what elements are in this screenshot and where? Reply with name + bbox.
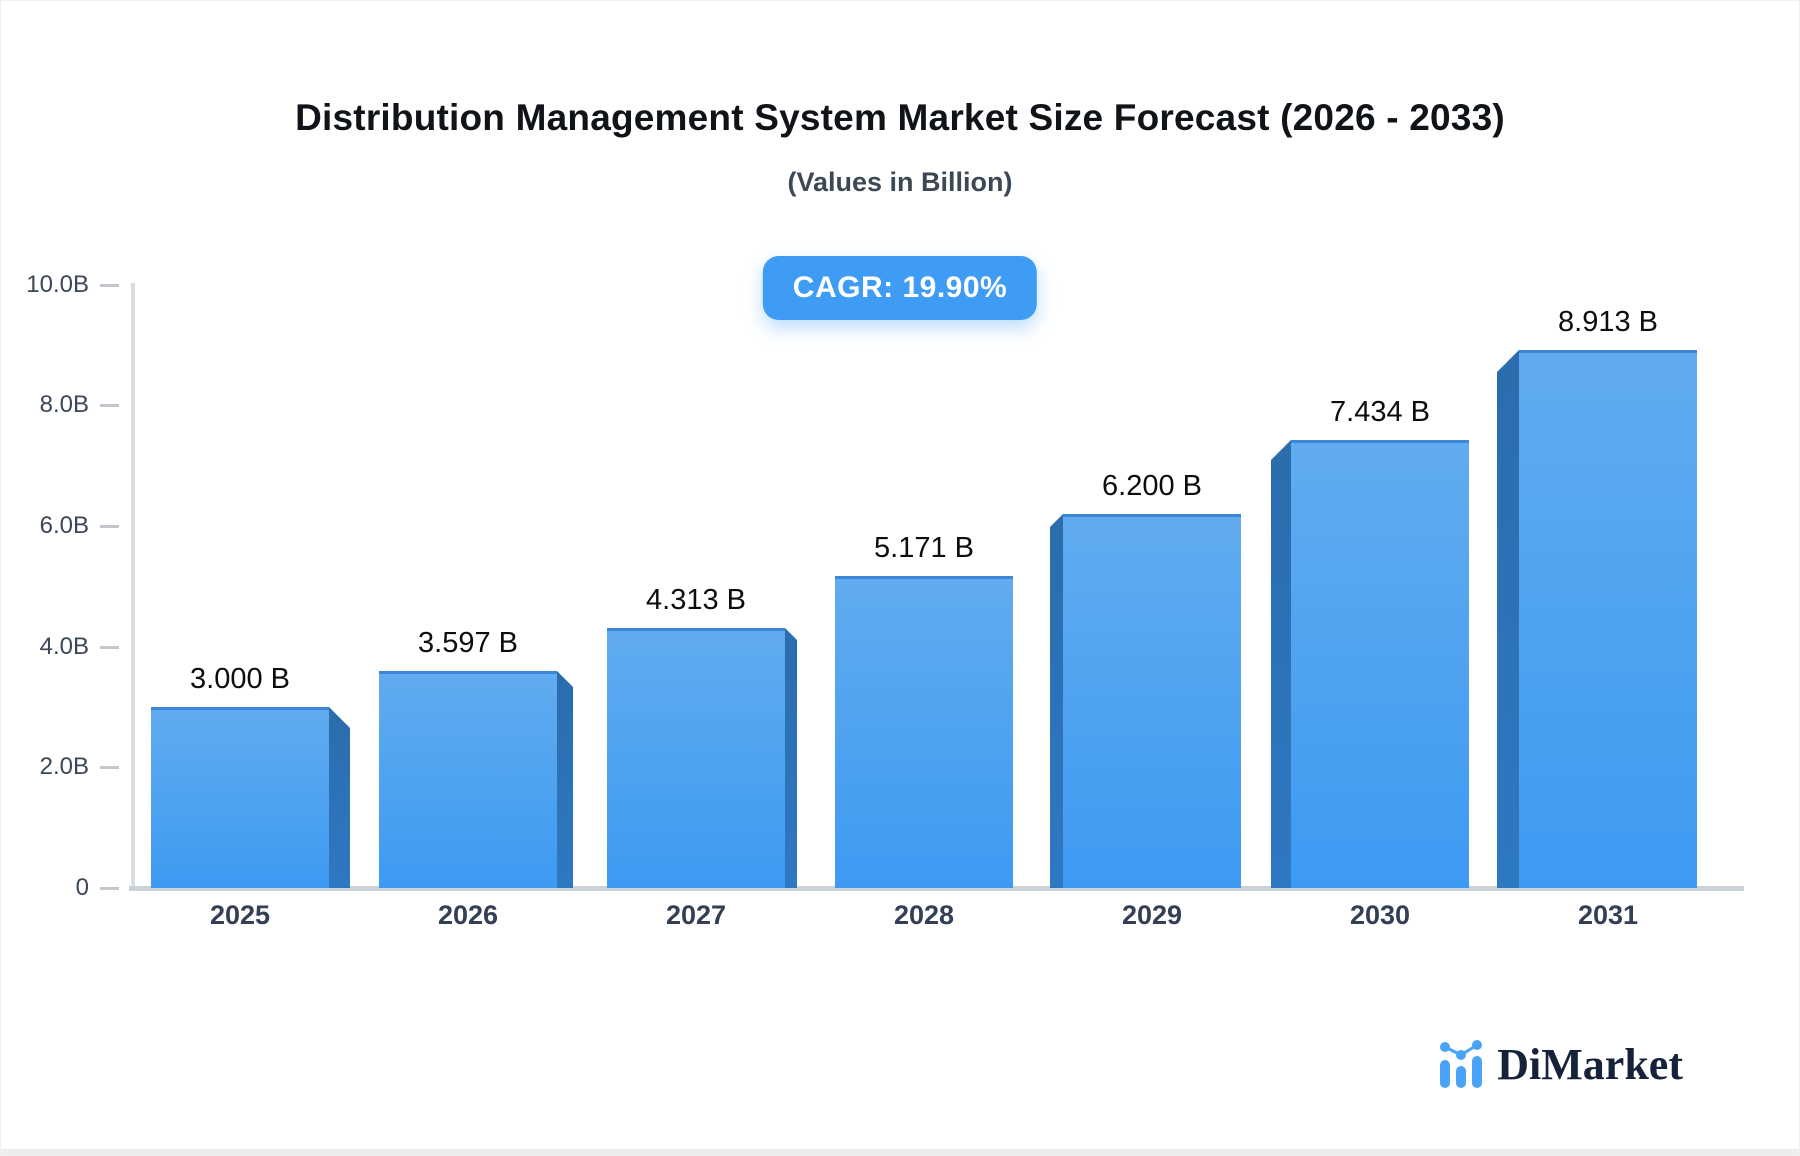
bar-value-label-2030: 7.434 B	[1330, 396, 1430, 428]
y-tick-label: 10.0B	[26, 270, 89, 298]
bar-2028	[835, 576, 1013, 888]
bar-value-label-2025: 3.000 B	[190, 663, 290, 695]
y-tick-label: 6.0B	[39, 512, 89, 540]
x-axis-label-2030: 2030	[1349, 900, 1411, 930]
bar-2030	[1291, 440, 1469, 888]
y-tick-label: 0	[75, 874, 89, 901]
bar-side-left-2029	[1050, 514, 1063, 888]
bar-2031	[1519, 350, 1697, 888]
y-tick-label: 2.0B	[39, 753, 89, 781]
y-tick-mark	[100, 766, 119, 770]
y-tick-mark	[100, 525, 119, 529]
y-tick-label: 4.0B	[39, 632, 89, 660]
bar-side-left-2030	[1271, 440, 1291, 888]
chart-title: Distribution Management System Market Si…	[295, 97, 1505, 138]
bar-side-right-2026	[557, 671, 573, 888]
bar-value-label-2026: 3.597 B	[418, 627, 518, 659]
x-axis-label-2029: 2029	[1121, 900, 1183, 930]
chart-subtitle: (Values in Billion)	[787, 167, 1013, 197]
y-axis-line	[131, 283, 135, 890]
bar-2027	[607, 628, 785, 888]
y-tick-mark	[100, 404, 119, 408]
y-tick-label: 8.0B	[39, 391, 89, 419]
x-axis-label-2027: 2027	[665, 900, 727, 930]
bottom-edge-strip	[1, 1149, 1799, 1155]
bar-side-right-2025	[329, 707, 350, 888]
brand-name: DiMarket	[1497, 1040, 1683, 1089]
bar-2029	[1063, 514, 1241, 888]
bar-side-left-2031	[1497, 350, 1519, 888]
bar-chart-icon	[1440, 1040, 1483, 1088]
brand-logo: DiMarket	[1437, 1039, 1683, 1091]
cagr-badge: CAGR: 19.90%	[762, 256, 1038, 320]
y-tick-mark	[100, 645, 119, 649]
x-axis-label-2026: 2026	[437, 900, 499, 930]
x-axis-label-2031: 2031	[1577, 900, 1639, 930]
y-tick-mark	[100, 283, 119, 287]
y-tick-mark	[100, 887, 119, 890]
cagr-badge-label: CAGR: 19.90%	[792, 271, 1008, 304]
bar-value-label-2029: 6.200 B	[1102, 470, 1202, 502]
bar-value-label-2028: 5.171 B	[874, 532, 974, 564]
x-axis-label-2025: 2025	[209, 900, 271, 930]
bar-side-right-2027	[785, 628, 797, 888]
bar-value-label-2031: 8.913 B	[1558, 306, 1658, 338]
bar-2025	[151, 707, 329, 888]
x-axis-label-2028: 2028	[893, 900, 955, 930]
bar-value-label-2027: 4.313 B	[646, 584, 746, 616]
x-axis-line	[129, 886, 1744, 891]
bar-2026	[379, 671, 557, 888]
